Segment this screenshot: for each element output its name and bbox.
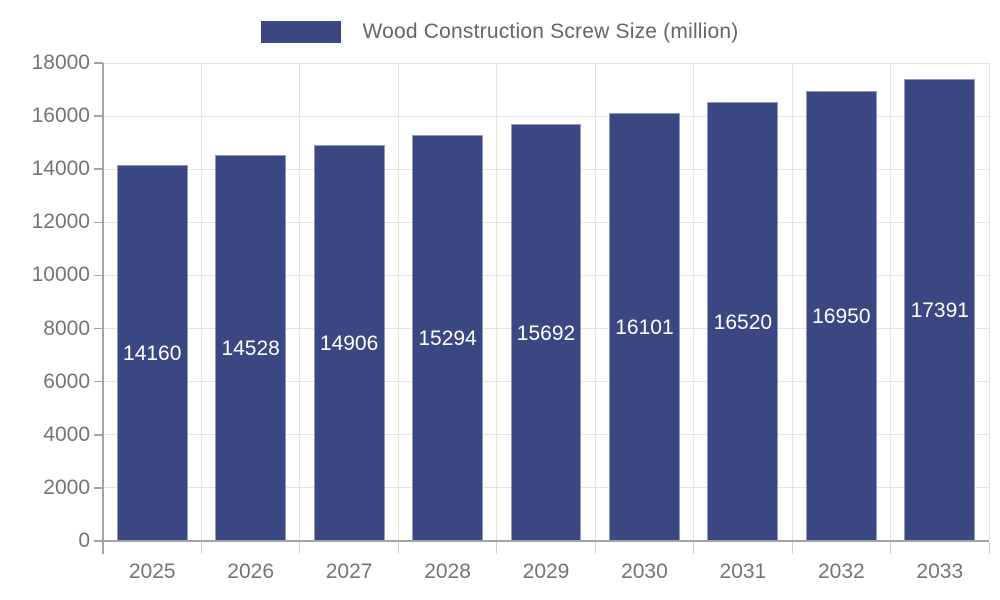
y-tick <box>94 487 103 489</box>
bar[interactable]: 17391 <box>904 79 976 541</box>
v-gridline <box>791 63 793 541</box>
bar-value-label: 15692 <box>516 321 576 345</box>
y-tick <box>94 434 103 436</box>
x-tick-label: 2029 <box>522 560 570 583</box>
y-tick <box>94 62 103 64</box>
bar-value-label: 16101 <box>615 316 674 340</box>
plot-area: 14160 14528 14906 15294 15692 16101 16520 16950… <box>103 62 990 541</box>
bar-value-label: 16950 <box>812 304 871 328</box>
v-gridline <box>693 63 695 541</box>
x-tick <box>200 542 202 554</box>
y-tick-label: 12000 <box>31 210 90 234</box>
x-tick-label: 2032 <box>817 560 865 583</box>
bar-value-label: 17391 <box>910 299 969 323</box>
y-tick <box>94 380 103 383</box>
legend[interactable]: Wood Construction Screw Size (million) <box>0 20 1000 44</box>
legend-swatch <box>261 21 342 43</box>
x-tick <box>299 542 301 554</box>
y-tick-label: 6000 <box>43 369 90 393</box>
bar[interactable]: 14528 <box>215 155 287 541</box>
bar[interactable]: 16950 <box>805 90 877 541</box>
x-tick <box>890 542 892 554</box>
bar[interactable]: 15692 <box>510 124 582 541</box>
v-gridline <box>496 63 498 541</box>
y-tick-label: 14000 <box>31 157 90 181</box>
y-tick <box>94 327 103 330</box>
y-tick-label: 18000 <box>31 51 90 74</box>
bar[interactable]: 15294 <box>412 134 483 541</box>
x-tick-label: 2031 <box>719 560 767 583</box>
v-gridline <box>594 63 596 541</box>
v-gridline <box>890 63 892 541</box>
bar[interactable]: 16101 <box>609 113 680 541</box>
x-tick <box>693 542 695 554</box>
legend-label: Wood Construction Screw Size (million) <box>362 20 739 43</box>
y-tick-label: 0 <box>78 529 90 552</box>
bar-value-label: 14906 <box>319 332 379 356</box>
y-tick <box>94 221 103 224</box>
x-tick-label: 2028 <box>424 560 471 583</box>
bar-value-label: 14160 <box>123 341 182 365</box>
x-tick <box>791 542 793 554</box>
x-tick-label: 2027 <box>325 560 373 583</box>
x-tick-label: 2025 <box>128 560 176 583</box>
x-tick <box>988 542 990 554</box>
x-tick <box>397 542 399 554</box>
y-tick <box>94 274 103 277</box>
y-tick-label: 10000 <box>31 263 90 287</box>
y-tick-label: 8000 <box>43 316 90 340</box>
bar-value-label: 15294 <box>418 326 477 350</box>
bar-value-label: 14528 <box>221 337 280 361</box>
y-tick <box>94 168 103 170</box>
bar[interactable]: 14160 <box>116 164 188 541</box>
v-gridline <box>397 63 399 541</box>
y-tick-label: 16000 <box>31 104 90 128</box>
x-tick-label: 2026 <box>227 560 275 583</box>
bar-value-label: 16520 <box>713 310 773 334</box>
x-tick <box>496 542 498 554</box>
y-axis-line <box>102 63 104 554</box>
x-tick <box>594 542 596 554</box>
h-gridline <box>103 115 989 117</box>
y-tick <box>94 115 103 117</box>
y-tick-label: 2000 <box>43 475 90 499</box>
v-gridline <box>988 63 990 541</box>
x-tick-label: 2030 <box>621 560 668 583</box>
bar[interactable]: 14906 <box>313 145 385 541</box>
y-tick-label: 4000 <box>43 422 90 446</box>
v-gridline <box>200 63 202 541</box>
bar[interactable]: 16520 <box>707 102 779 541</box>
y-tick <box>94 540 103 542</box>
h-gridline <box>103 62 989 64</box>
x-axis-line <box>103 540 989 542</box>
v-gridline <box>299 63 301 541</box>
x-tick-label: 2033 <box>916 560 964 583</box>
